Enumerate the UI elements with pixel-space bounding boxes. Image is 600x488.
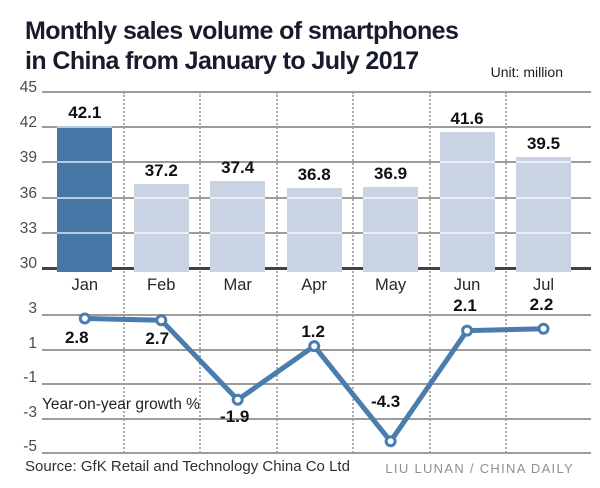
marker-mar (231, 393, 244, 406)
bar-gridline-overlay (57, 161, 113, 164)
bar-jan (57, 126, 113, 272)
line-gridline (42, 383, 591, 386)
bar-value-feb: 37.2 (144, 160, 178, 180)
bar-gridline-overlay (286, 231, 342, 234)
bar-gridline-overlay (57, 231, 113, 234)
line-ytick-label: -3 (23, 403, 37, 421)
bar-gridline-overlay (439, 196, 495, 199)
month-label-may: May (375, 276, 407, 294)
growth-value-mar: -1.9 (220, 406, 250, 426)
bar-gridline (42, 126, 591, 129)
bar-gridline-overlay (439, 161, 495, 164)
unit-label: Unit: million (490, 64, 563, 80)
dotted-gridline (199, 92, 202, 454)
bar-mar (210, 181, 266, 272)
growth-value-may: -4.3 (370, 392, 401, 412)
growth-value-jan: 2.8 (64, 328, 89, 348)
line-ytick-label: 1 (28, 334, 37, 352)
marker-feb (155, 314, 168, 327)
bar-ytick-label: 33 (19, 219, 37, 237)
line-ytick-label: 3 (28, 300, 37, 317)
line-gridline (42, 314, 591, 316)
bar-ytick-label: 42 (19, 114, 37, 132)
month-label-apr: Apr (301, 276, 327, 294)
bar-gridline-overlay (133, 231, 189, 234)
bar-gridline (42, 161, 591, 164)
growth-value-jun: 2.1 (453, 295, 477, 315)
bar-gridline-overlay (210, 231, 266, 234)
bar-gridline-overlay (57, 126, 113, 129)
bar-gridline (42, 91, 591, 94)
line-ytick-label: -1 (23, 369, 37, 387)
line-gridline (42, 452, 591, 455)
marker-jul (537, 322, 550, 335)
dotted-gridline (352, 92, 355, 454)
dotted-gridline (123, 92, 126, 454)
bar-apr (286, 188, 342, 272)
bar-gridline-overlay (133, 196, 189, 199)
month-label-mar: Mar (223, 276, 252, 294)
month-label-jun: Jun (453, 276, 481, 294)
growth-value-apr: 1.2 (301, 322, 325, 342)
source-text: Source: GfK Retail and Technology China … (25, 458, 350, 475)
bar-gridline-overlay (516, 161, 571, 164)
bar-gridline-overlay (363, 196, 419, 199)
line-gridline (42, 417, 591, 420)
dotted-gridline (275, 92, 278, 454)
marker-jun (461, 324, 474, 337)
bar-gridline-overlay (439, 231, 495, 234)
growth-value-jul: 2.2 (529, 294, 554, 314)
bar-gridline-overlay (286, 196, 342, 199)
bar-ytick-label: 39 (19, 149, 37, 167)
month-label-jan: Jan (71, 276, 99, 294)
bar-gridline-overlay (516, 231, 571, 234)
bar-ytick-label: 30 (19, 255, 37, 272)
bar-jun (439, 131, 495, 272)
bar-gridline-overlay (57, 196, 113, 199)
bar-value-apr: 36.8 (297, 165, 331, 185)
marker-may (384, 435, 397, 448)
chart-title-line1: Monthly sales volume of smartphones (25, 17, 459, 45)
bar-gridline-overlay (363, 231, 419, 234)
growth-axis-label: Year-on-year growth % (42, 396, 200, 413)
bar-value-jun: 41.6 (450, 108, 484, 128)
bar-ytick-label: 36 (19, 184, 37, 202)
bar-value-jan: 42.1 (68, 103, 102, 123)
month-label-jul: Jul (532, 276, 555, 294)
growth-value-feb: 2.7 (145, 329, 170, 349)
bar-value-jul: 39.5 (526, 133, 561, 153)
bar-may (363, 187, 419, 272)
bar-gridline-overlay (516, 196, 571, 199)
month-label-feb: Feb (147, 276, 176, 294)
credit-text: LIU LUNAN / CHINA DAILY (385, 461, 574, 476)
dotted-gridline (505, 92, 508, 454)
bar-gridline-overlay (210, 196, 266, 199)
chart-title-line2: in China from January to July 2017 (25, 47, 419, 75)
bar-ytick-label: 45 (19, 79, 37, 97)
chart-title: Monthly sales volume of smartphones in C… (25, 16, 459, 76)
line-ytick-label: -5 (23, 438, 37, 456)
dotted-gridline (428, 92, 431, 454)
line-gridline (42, 348, 591, 351)
bar-value-may: 36.9 (374, 164, 408, 184)
bar-value-mar: 37.4 (221, 158, 255, 178)
bar-jul (516, 156, 571, 272)
